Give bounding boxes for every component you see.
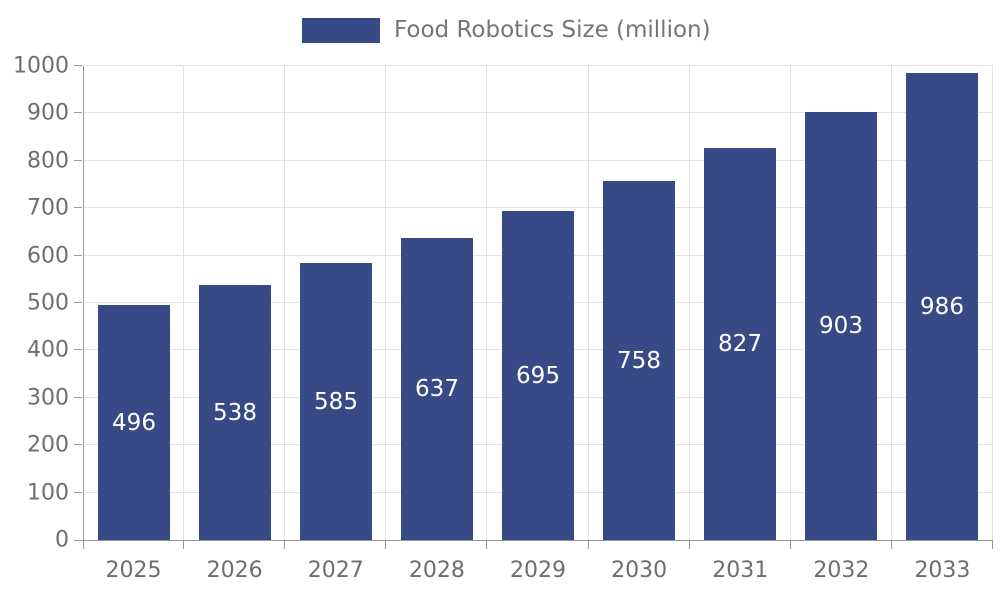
bar-value-label: 903 — [819, 313, 863, 339]
y-tick-label: 500 — [27, 290, 69, 316]
bar-value-label: 538 — [213, 400, 257, 426]
y-axis-tick — [74, 349, 82, 351]
bar: 538 — [199, 285, 271, 540]
bar-value-label: 695 — [516, 363, 560, 389]
x-axis-tick — [790, 541, 791, 549]
x-axis-tick — [486, 541, 487, 549]
h-gridline — [83, 207, 993, 209]
x-tick-label: 2027 — [307, 558, 364, 583]
x-tick-label: 2028 — [408, 558, 465, 583]
y-axis-tick — [74, 491, 82, 493]
y-axis-tick — [74, 254, 82, 256]
v-gridline — [183, 66, 184, 540]
x-axis-tick — [689, 541, 690, 549]
y-tick-label: 0 — [55, 527, 69, 553]
plot-area: 0 100 200 300 400 500 600 700 800 900 1000 496 2025 5… — [13, 54, 993, 583]
x-axis-tick — [385, 541, 386, 549]
v-gridline — [891, 66, 892, 540]
v-gridline — [486, 66, 487, 540]
x-tick-label: 2030 — [611, 558, 668, 583]
bar: 496 — [98, 305, 170, 540]
y-axis-tick — [74, 112, 82, 114]
y-tick-label: 300 — [27, 385, 69, 411]
y-axis-tick — [74, 396, 82, 398]
v-gridline — [284, 66, 285, 540]
bar-value-label: 986 — [920, 294, 964, 320]
y-axis-tick — [74, 207, 82, 209]
y-tick-label: 400 — [27, 337, 69, 363]
bar: 986 — [906, 73, 978, 540]
x-axis-tick — [588, 541, 589, 549]
v-gridline — [992, 66, 993, 540]
legend-swatch — [302, 18, 380, 43]
legend-label: Food Robotics Size (million) — [394, 17, 711, 43]
bar-value-label: 585 — [314, 389, 358, 415]
y-tick-label: 100 — [27, 480, 69, 506]
x-axis-tick — [83, 541, 84, 549]
bar: 695 — [502, 211, 574, 540]
h-gridline — [83, 112, 993, 114]
v-gridline — [689, 66, 690, 540]
h-gridline — [83, 65, 993, 66]
y-tick-label: 600 — [27, 243, 69, 269]
x-tick-label: 2031 — [712, 558, 769, 583]
x-axis-tick — [284, 541, 285, 549]
bar: 637 — [401, 238, 473, 540]
v-gridline — [790, 66, 791, 540]
y-axis-tick — [74, 540, 82, 541]
y-axis-tick — [74, 444, 82, 446]
y-tick-label: 700 — [27, 195, 69, 221]
v-gridline — [588, 66, 589, 540]
x-axis-tick — [992, 541, 993, 549]
y-tick-label: 800 — [27, 148, 69, 174]
bar: 585 — [300, 263, 372, 540]
y-axis-tick — [74, 65, 82, 66]
y-tick-label: 900 — [27, 100, 69, 126]
x-tick-label: 2029 — [510, 558, 566, 583]
x-tick-label: 2025 — [105, 558, 162, 583]
bar: 827 — [704, 148, 776, 540]
y-tick-label: 200 — [27, 432, 69, 458]
x-axis-line — [82, 540, 993, 541]
v-gridline — [385, 66, 386, 540]
legend-item[interactable]: Food Robotics Size (million) — [302, 17, 711, 44]
y-axis-tick — [74, 159, 82, 161]
bar: 903 — [805, 112, 877, 540]
y-axis-tick — [74, 302, 82, 303]
x-tick-label: 2033 — [914, 558, 971, 583]
bar-value-label: 637 — [415, 376, 459, 402]
bar-value-label: 827 — [718, 331, 762, 357]
bar: 758 — [603, 181, 675, 540]
y-tick-label: 1000 — [13, 53, 69, 79]
h-gridline — [83, 159, 993, 161]
bar-value-label: 496 — [112, 410, 156, 436]
x-tick-label: 2026 — [206, 558, 263, 583]
x-axis-tick — [183, 541, 184, 549]
x-axis-tick — [891, 541, 892, 549]
x-tick-label: 2032 — [813, 558, 870, 583]
y-axis-line — [83, 66, 84, 540]
bar-value-label: 758 — [617, 348, 661, 374]
